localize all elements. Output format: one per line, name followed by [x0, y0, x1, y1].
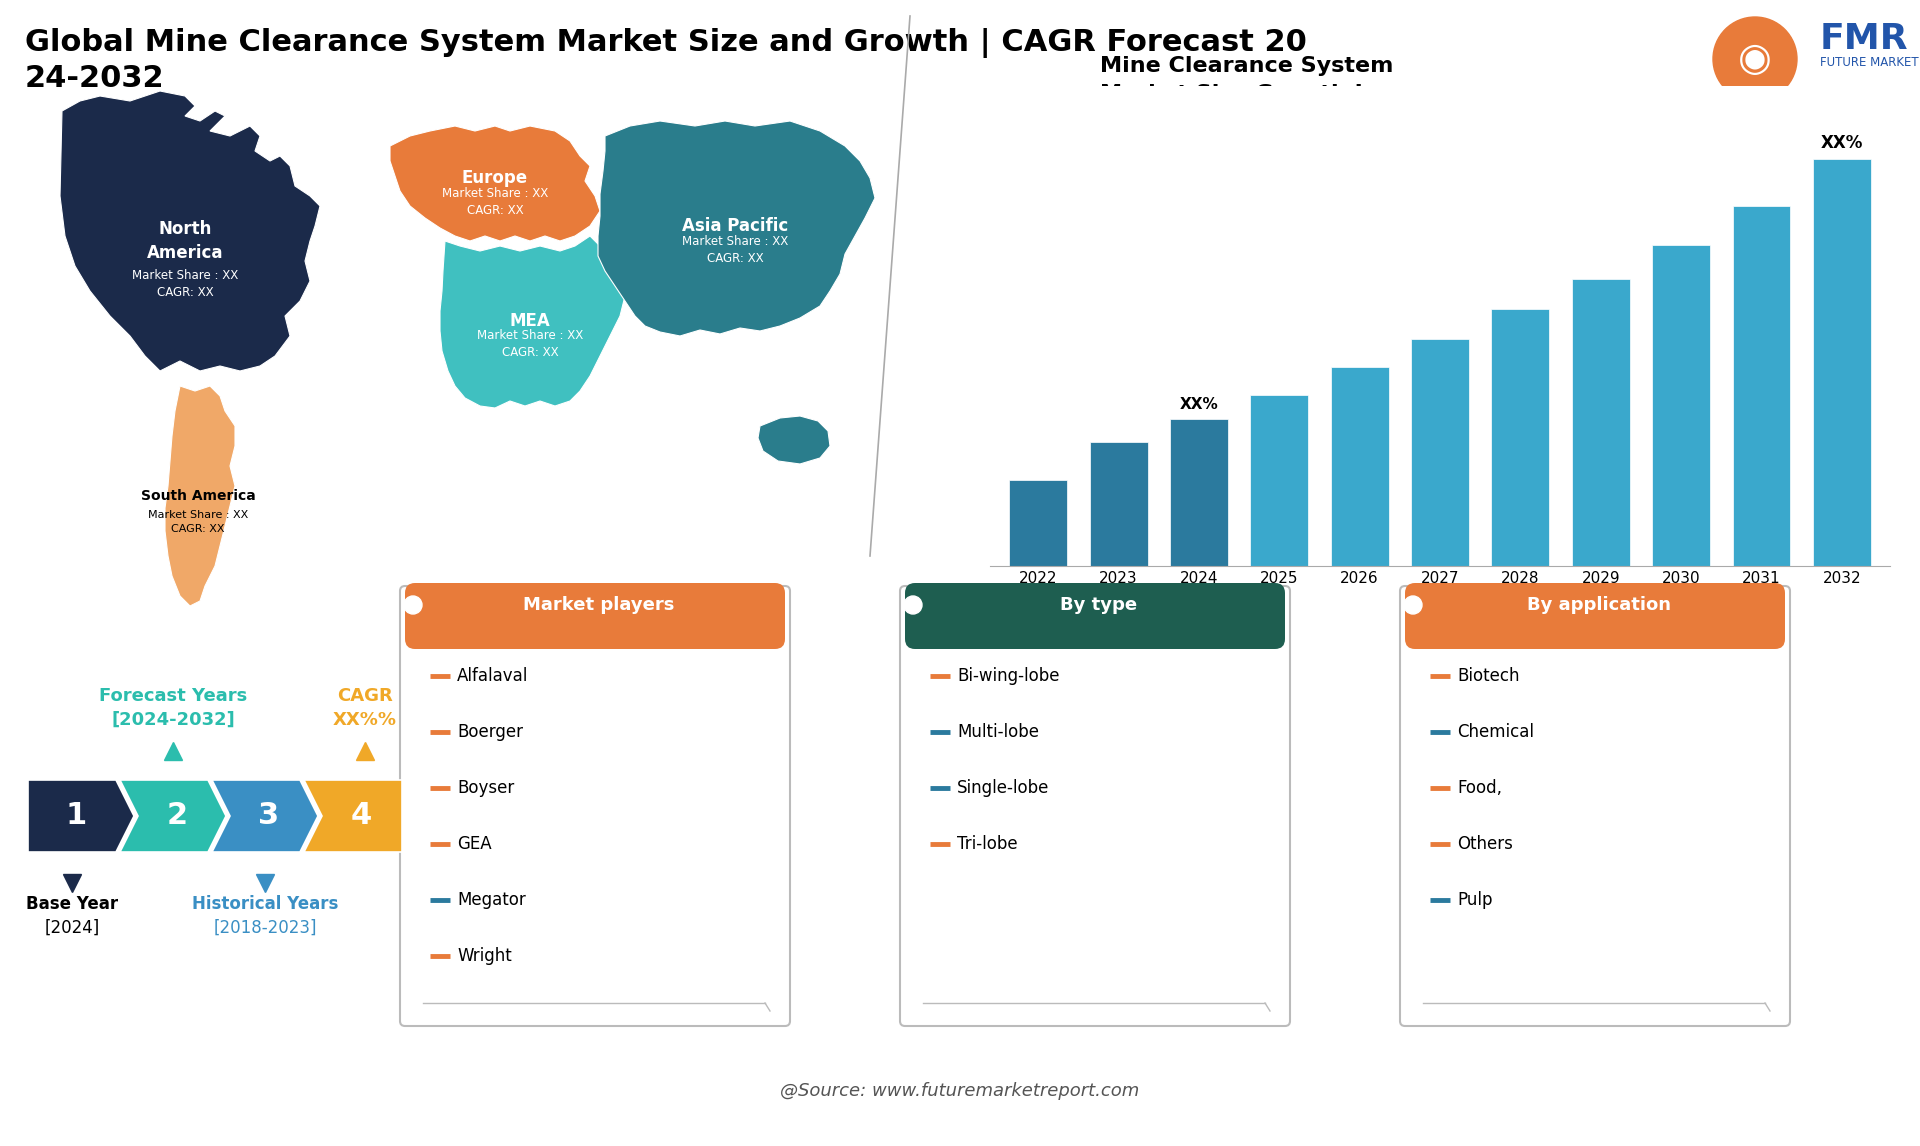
Text: 3: 3 — [259, 801, 280, 831]
Text: Multi-lobe: Multi-lobe — [956, 723, 1039, 741]
Text: Tri-lobe: Tri-lobe — [956, 835, 1018, 853]
Text: Asia Pacific: Asia Pacific — [682, 217, 787, 235]
Bar — [1411, 339, 1469, 566]
Text: 4: 4 — [349, 801, 372, 831]
Text: Historical Years: Historical Years — [192, 895, 338, 913]
Text: ◉: ◉ — [1738, 40, 1772, 78]
Text: Market Share : XX
CAGR: XX: Market Share : XX CAGR: XX — [132, 269, 238, 299]
Text: XX%%: XX%% — [332, 711, 397, 729]
Text: Boyser: Boyser — [457, 779, 515, 796]
Text: 24-2032: 24-2032 — [25, 64, 165, 93]
Polygon shape — [60, 91, 321, 371]
Polygon shape — [119, 780, 227, 851]
FancyBboxPatch shape — [399, 586, 789, 1026]
Text: FUTURE MARKET REPORT: FUTURE MARKET REPORT — [1820, 56, 1920, 70]
Text: Boerger: Boerger — [457, 723, 522, 741]
Text: By application: By application — [1526, 596, 1670, 614]
Text: North
America: North America — [146, 220, 223, 261]
Polygon shape — [597, 121, 876, 336]
Text: Megator: Megator — [457, 890, 526, 909]
Bar — [1010, 480, 1068, 566]
Text: By type: By type — [1060, 596, 1137, 614]
Text: 1: 1 — [65, 801, 86, 831]
Text: [2024-2032]: [2024-2032] — [111, 711, 234, 729]
Text: Single-lobe: Single-lobe — [956, 779, 1050, 796]
Text: Market players: Market players — [524, 596, 674, 614]
Bar — [1732, 206, 1789, 566]
Bar — [1651, 245, 1711, 566]
Text: Europe: Europe — [463, 168, 528, 187]
Polygon shape — [29, 780, 134, 851]
Text: Market Share : XX
CAGR: XX: Market Share : XX CAGR: XX — [476, 329, 584, 359]
Bar — [1169, 418, 1229, 566]
Text: Alfalaval: Alfalaval — [457, 667, 528, 685]
Text: Others: Others — [1457, 835, 1513, 853]
Text: [2018-2023]: [2018-2023] — [213, 919, 317, 937]
Text: CAGR: CAGR — [338, 686, 394, 705]
Text: Base Year: Base Year — [27, 895, 117, 913]
Circle shape — [403, 596, 422, 614]
Bar — [1331, 368, 1388, 566]
Polygon shape — [758, 416, 829, 464]
Polygon shape — [303, 780, 401, 851]
Text: South America: South America — [140, 489, 255, 503]
Polygon shape — [211, 780, 319, 851]
Text: Bi-wing-lobe: Bi-wing-lobe — [956, 667, 1060, 685]
Bar — [1250, 394, 1308, 566]
Polygon shape — [390, 126, 599, 241]
Text: Mine Clearance System
Market Size Growth In
Bln or Mln: Mine Clearance System Market Size Growth… — [1100, 56, 1394, 132]
Text: MEA: MEA — [509, 312, 551, 330]
Text: 2: 2 — [167, 801, 188, 831]
FancyBboxPatch shape — [405, 583, 785, 649]
Text: FMR: FMR — [1820, 22, 1908, 56]
Text: Biotech: Biotech — [1457, 667, 1519, 685]
Polygon shape — [165, 386, 234, 606]
Text: @Source: www.futuremarketreport.com: @Source: www.futuremarketreport.com — [780, 1082, 1140, 1100]
Text: Market Share : XX
CAGR: XX: Market Share : XX CAGR: XX — [682, 235, 787, 265]
Polygon shape — [440, 236, 626, 408]
Text: [2024]: [2024] — [44, 919, 100, 937]
Circle shape — [1713, 17, 1797, 101]
FancyBboxPatch shape — [1405, 583, 1786, 649]
Circle shape — [1404, 596, 1423, 614]
Bar — [1492, 309, 1549, 566]
Text: Pulp: Pulp — [1457, 890, 1492, 909]
Text: GEA: GEA — [457, 835, 492, 853]
Text: Chemical: Chemical — [1457, 723, 1534, 741]
Bar — [1812, 159, 1870, 566]
FancyBboxPatch shape — [904, 583, 1284, 649]
Text: Market Share : XX
CAGR: XX: Market Share : XX CAGR: XX — [148, 510, 248, 534]
Text: Global Mine Clearance System Market Size and Growth | CAGR Forecast 20: Global Mine Clearance System Market Size… — [25, 28, 1308, 58]
Text: Wright: Wright — [457, 947, 513, 965]
Text: XX%: XX% — [1820, 134, 1862, 152]
Text: Market Share : XX
CAGR: XX: Market Share : XX CAGR: XX — [442, 187, 547, 217]
Bar — [1572, 280, 1630, 566]
FancyBboxPatch shape — [1400, 586, 1789, 1026]
Bar — [1091, 442, 1148, 566]
FancyBboxPatch shape — [900, 586, 1290, 1026]
Circle shape — [904, 596, 922, 614]
Text: Food,: Food, — [1457, 779, 1501, 796]
Text: Forecast Years: Forecast Years — [98, 686, 248, 705]
Text: XX%: XX% — [1179, 397, 1219, 411]
